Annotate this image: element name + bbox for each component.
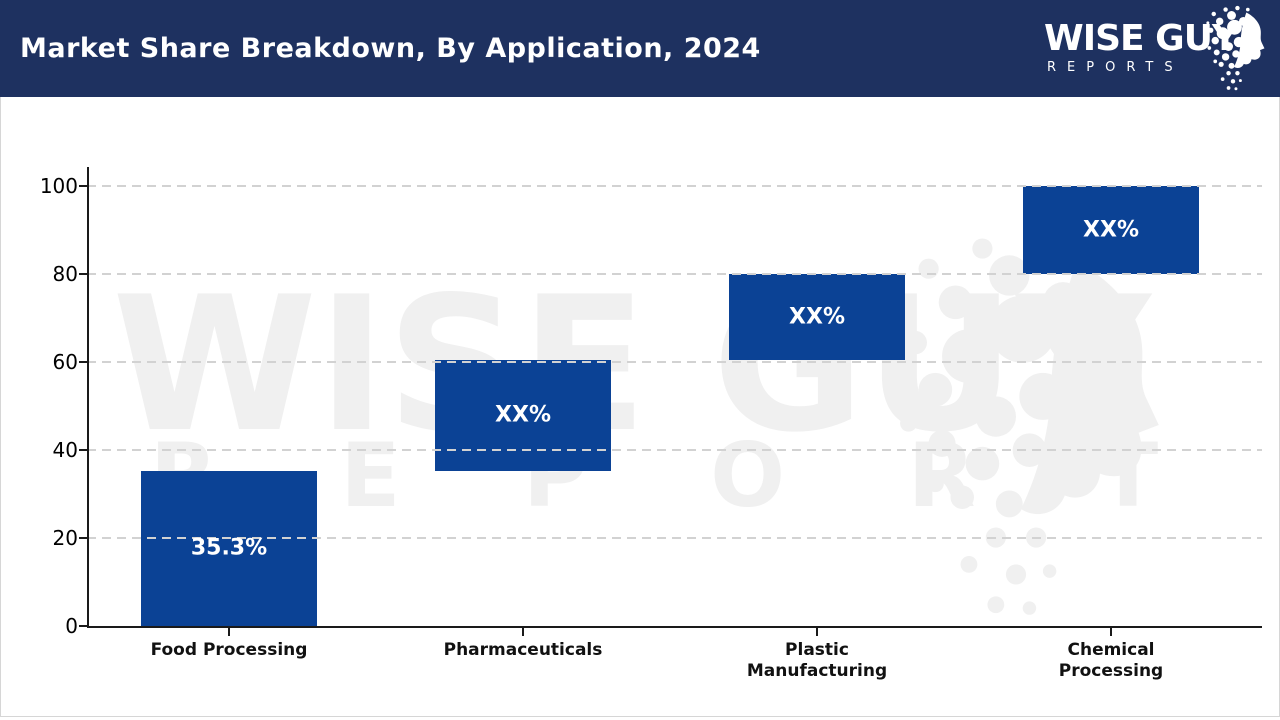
- category-label-3: Chemical Processing: [1058, 640, 1164, 682]
- category-label-1: Pharmaceuticals: [443, 640, 603, 660]
- page-title: Market Share Breakdown, By Application, …: [20, 33, 761, 64]
- x-axis-line: [87, 626, 1262, 628]
- y-axis-line: [87, 167, 89, 628]
- gridline-80: [87, 273, 1262, 275]
- y-tick-label-80: 80: [52, 262, 78, 286]
- category-label-2: Plastic Manufacturing: [746, 640, 888, 682]
- bar-plastic-manufacturing: [729, 274, 905, 361]
- category-label-0: Food Processing: [150, 640, 308, 660]
- x-tick-3: [1110, 628, 1112, 636]
- gridline-100: [87, 185, 1262, 187]
- watermark-head-icon: [848, 228, 1184, 632]
- y-tick-label-60: 60: [52, 350, 78, 374]
- logo-head-icon: [1196, 5, 1270, 94]
- x-tick-1: [522, 628, 524, 636]
- y-tick-60: [79, 361, 87, 363]
- gridline-40: [87, 449, 1262, 451]
- bar-value-label: XX%: [1083, 217, 1139, 243]
- y-tick-label-20: 20: [52, 526, 78, 550]
- wise-guy-logo: WISE GUY REPORTS: [1030, 0, 1280, 97]
- y-tick-label-100: 100: [39, 174, 78, 198]
- bar-value-label: XX%: [789, 304, 845, 330]
- bar-food-processing: [141, 470, 317, 626]
- bar-chemical-processing: [1023, 186, 1199, 274]
- header-bar: Market Share Breakdown, By Application, …: [0, 0, 1280, 97]
- gridline-60: [87, 361, 1262, 363]
- bar-value-label: XX%: [495, 402, 551, 428]
- y-tick-80: [79, 273, 87, 275]
- y-tick-label-40: 40: [52, 438, 78, 462]
- x-tick-2: [816, 628, 818, 636]
- y-tick-0: [79, 625, 87, 627]
- y-tick-100: [79, 185, 87, 187]
- gridline-20: [87, 537, 1262, 539]
- bar-pharmaceuticals: [435, 360, 611, 471]
- y-tick-20: [79, 537, 87, 539]
- x-tick-0: [228, 628, 230, 636]
- logo-subtext: REPORTS: [1047, 60, 1184, 75]
- y-tick-label-0: 0: [65, 614, 78, 638]
- y-tick-40: [79, 449, 87, 451]
- bar-value-label: 35.3%: [190, 535, 268, 561]
